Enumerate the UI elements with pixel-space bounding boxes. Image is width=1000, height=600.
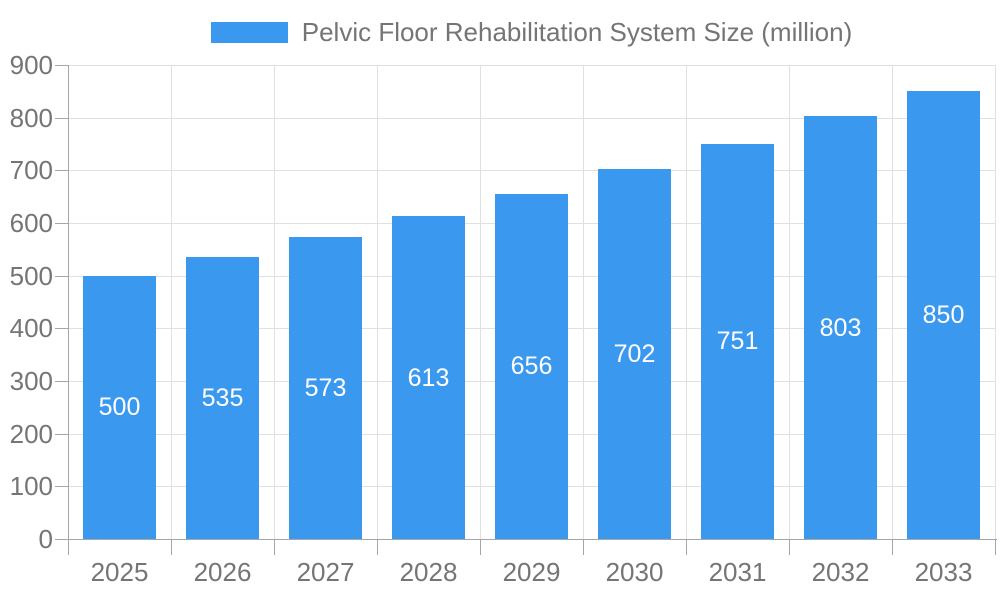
- bar-value-label: 500: [98, 393, 141, 422]
- bar-value-label: 573: [304, 374, 347, 403]
- gridline-vertical: [583, 65, 584, 539]
- y-axis-line: [68, 65, 69, 555]
- gridline-horizontal: [68, 65, 995, 66]
- chart-legend[interactable]: Pelvic Floor Rehabilitation System Size …: [68, 17, 995, 47]
- x-axis-label: 2027: [296, 557, 355, 587]
- x-axis-label: 2028: [399, 557, 458, 587]
- x-axis-line: [55, 539, 997, 540]
- y-axis-label: 600: [9, 208, 53, 238]
- x-axis-label: 2031: [708, 557, 767, 587]
- bar-value-label: 656: [510, 352, 553, 381]
- y-axis-label: 800: [9, 102, 53, 133]
- bar[interactable]: 613: [392, 216, 465, 539]
- x-axis-label: 2026: [193, 557, 252, 587]
- gridline-vertical: [892, 65, 893, 539]
- y-axis-tick: [55, 433, 68, 435]
- y-axis-tick: [55, 486, 68, 488]
- x-axis-tick: [274, 539, 275, 555]
- x-axis-tick: [583, 539, 584, 555]
- y-axis-label: 500: [9, 260, 53, 291]
- bar-value-label: 613: [407, 363, 450, 392]
- gridline-vertical: [480, 65, 481, 539]
- y-axis-label: 200: [9, 418, 53, 449]
- x-axis-tick: [171, 539, 172, 555]
- bar-value-label: 751: [716, 327, 759, 356]
- gridline-vertical: [789, 65, 790, 539]
- y-axis-label: 400: [9, 313, 53, 344]
- y-axis-label: 900: [9, 50, 53, 80]
- y-axis-label: 700: [9, 155, 53, 186]
- bar[interactable]: 656: [495, 193, 568, 539]
- y-axis-tick: [55, 275, 68, 277]
- x-axis-tick: [480, 539, 481, 555]
- bar[interactable]: 751: [701, 143, 774, 539]
- bar[interactable]: 535: [186, 257, 259, 539]
- y-axis-tick: [55, 223, 68, 224]
- gridline-vertical: [686, 65, 687, 539]
- gridline-vertical: [377, 65, 378, 539]
- bar[interactable]: 850: [907, 91, 980, 539]
- gridline-horizontal: [68, 117, 995, 119]
- bar-value-label: 850: [922, 301, 965, 330]
- gridline-vertical: [171, 65, 172, 539]
- legend-swatch: [210, 21, 288, 43]
- bar[interactable]: 702: [598, 169, 671, 539]
- y-axis-label: 300: [9, 366, 53, 396]
- y-axis-tick: [55, 117, 68, 119]
- bar-value-label: 702: [613, 340, 656, 369]
- gridline-vertical: [995, 65, 996, 539]
- bar[interactable]: 803: [804, 116, 877, 539]
- bar-value-label: 535: [201, 384, 244, 413]
- y-axis-tick: [55, 381, 68, 382]
- x-axis-label: 2030: [605, 557, 664, 587]
- x-axis-tick: [789, 539, 790, 555]
- x-axis-tick: [892, 539, 893, 555]
- x-axis-label: 2029: [502, 557, 561, 587]
- y-axis-label: 0: [38, 524, 53, 554]
- x-axis-tick: [377, 539, 378, 555]
- bar-value-label: 803: [819, 313, 862, 342]
- x-axis-tick: [686, 539, 687, 555]
- bar[interactable]: 573: [289, 237, 362, 539]
- x-axis-label: 2025: [90, 557, 149, 587]
- x-axis-label: 2032: [811, 557, 870, 587]
- x-axis-label: 2033: [914, 557, 973, 587]
- x-axis-tick: [995, 539, 996, 555]
- gridline-vertical: [274, 65, 275, 539]
- legend-label: Pelvic Floor Rehabilitation System Size …: [301, 17, 853, 47]
- y-axis-tick: [55, 65, 68, 66]
- y-axis-tick: [55, 170, 68, 172]
- bar[interactable]: 500: [83, 275, 156, 539]
- y-axis-label: 100: [9, 471, 53, 502]
- gridline-horizontal: [68, 170, 995, 172]
- y-axis-tick: [55, 328, 68, 330]
